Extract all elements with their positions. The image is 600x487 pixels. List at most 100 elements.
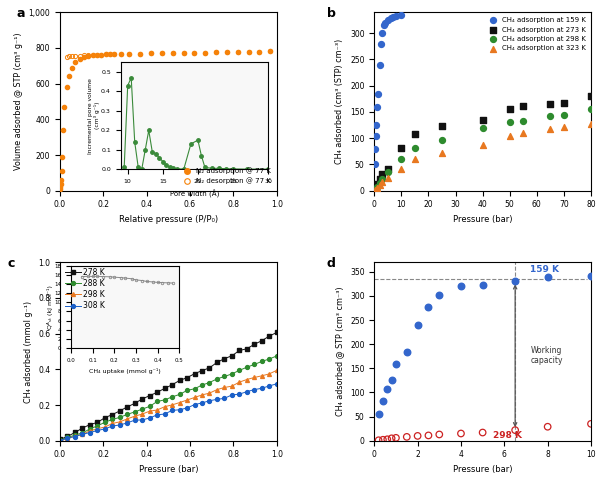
CH₄ adsorption at 298 K xyxy=(545,112,555,120)
CH₄ adsorption at 159 K xyxy=(383,16,392,24)
Point xyxy=(434,291,444,299)
308 K xyxy=(101,426,109,432)
298 K xyxy=(101,424,109,430)
Point xyxy=(382,435,392,443)
Point xyxy=(391,359,401,367)
288 K xyxy=(236,368,243,374)
Legend: N₂ adsorption @ 77 K, N₂ desorption @ 77 K: N₂ adsorption @ 77 K, N₂ desorption @ 77… xyxy=(178,165,273,187)
CH₄ adsorption at 298 K xyxy=(370,186,380,194)
Point xyxy=(424,431,433,439)
298 K xyxy=(214,387,221,393)
CH₄ adsorption at 273 K xyxy=(375,175,385,183)
288 K xyxy=(266,356,273,362)
Point xyxy=(478,429,487,436)
CH₄ adsorption at 159 K xyxy=(375,61,385,69)
308 K xyxy=(131,417,139,423)
Point xyxy=(387,434,397,442)
278 K xyxy=(184,375,191,381)
CH₄ adsorption at 323 K xyxy=(518,129,528,137)
Point xyxy=(456,282,466,290)
308 K xyxy=(169,408,176,413)
CH₄ adsorption at 323 K xyxy=(586,120,596,128)
278 K xyxy=(56,436,64,442)
Point xyxy=(478,281,487,289)
CH₄ adsorption at 298 K xyxy=(372,183,382,191)
308 K xyxy=(161,411,168,417)
278 K xyxy=(243,346,250,352)
308 K xyxy=(86,430,94,435)
288 K xyxy=(131,409,139,415)
278 K xyxy=(266,333,273,339)
Text: b: b xyxy=(326,7,335,20)
288 K xyxy=(258,358,265,364)
278 K xyxy=(176,377,183,383)
CH₄ adsorption at 273 K xyxy=(383,165,392,172)
278 K xyxy=(199,368,206,374)
Point xyxy=(511,278,520,285)
CH₄ adsorption at 273 K xyxy=(559,98,569,106)
CH₄ adsorption at 159 K xyxy=(377,29,387,37)
CH₄ adsorption at 159 K xyxy=(397,11,406,19)
288 K xyxy=(206,380,213,386)
CH₄ adsorption at 273 K xyxy=(545,100,555,108)
278 K xyxy=(146,393,153,398)
Y-axis label: CH₄ adsorbed (mmol g⁻¹): CH₄ adsorbed (mmol g⁻¹) xyxy=(23,300,32,403)
288 K xyxy=(251,361,258,367)
298 K xyxy=(109,421,116,427)
Text: 159 K: 159 K xyxy=(530,265,559,274)
Point xyxy=(374,410,383,418)
CH₄ adsorption at 159 K xyxy=(374,90,383,97)
278 K xyxy=(94,419,101,425)
CH₄ adsorption at 323 K xyxy=(545,125,555,132)
278 K xyxy=(221,356,228,361)
308 K xyxy=(109,423,116,429)
CH₄ adsorption at 273 K xyxy=(377,170,387,178)
CH₄ adsorption at 159 K xyxy=(371,131,380,139)
278 K xyxy=(116,408,124,414)
298 K xyxy=(169,402,176,408)
CH₄ adsorption at 298 K xyxy=(371,185,380,193)
CH₄ adsorption at 159 K xyxy=(370,161,380,169)
278 K xyxy=(154,390,161,395)
288 K xyxy=(109,416,116,422)
288 K xyxy=(94,423,101,429)
278 K xyxy=(206,365,213,371)
CH₄ adsorption at 159 K xyxy=(388,14,398,21)
Point xyxy=(424,303,433,311)
298 K xyxy=(124,416,131,422)
308 K xyxy=(139,417,146,423)
308 K xyxy=(258,385,265,391)
CH₄ adsorption at 323 K xyxy=(559,123,569,131)
278 K xyxy=(169,382,176,388)
CH₄ adsorption at 323 K xyxy=(505,131,515,139)
278 K xyxy=(191,371,198,376)
CH₄ adsorption at 159 K xyxy=(371,145,380,152)
298 K xyxy=(64,435,71,441)
298 K xyxy=(199,392,206,398)
CH₄ adsorption at 323 K xyxy=(377,178,387,186)
CH₄ adsorption at 323 K xyxy=(478,141,487,149)
288 K xyxy=(101,419,109,425)
Point xyxy=(382,385,392,393)
298 K xyxy=(71,433,79,439)
278 K xyxy=(86,422,94,428)
298 K xyxy=(243,376,250,382)
308 K xyxy=(199,400,206,406)
308 K xyxy=(154,412,161,418)
298 K xyxy=(236,379,243,385)
288 K xyxy=(228,371,235,377)
Point xyxy=(378,397,388,405)
278 K xyxy=(124,404,131,410)
288 K xyxy=(161,397,168,403)
CH₄ adsorption at 273 K xyxy=(437,122,447,130)
CH₄ adsorption at 159 K xyxy=(380,19,390,27)
X-axis label: Pressure (bar): Pressure (bar) xyxy=(139,465,198,474)
288 K xyxy=(243,364,250,370)
288 K xyxy=(146,403,153,409)
298 K xyxy=(258,373,265,379)
Point xyxy=(586,272,596,280)
CH₄ adsorption at 159 K xyxy=(372,103,382,111)
298 K xyxy=(206,390,213,396)
298 K xyxy=(94,426,101,431)
278 K xyxy=(71,430,79,435)
